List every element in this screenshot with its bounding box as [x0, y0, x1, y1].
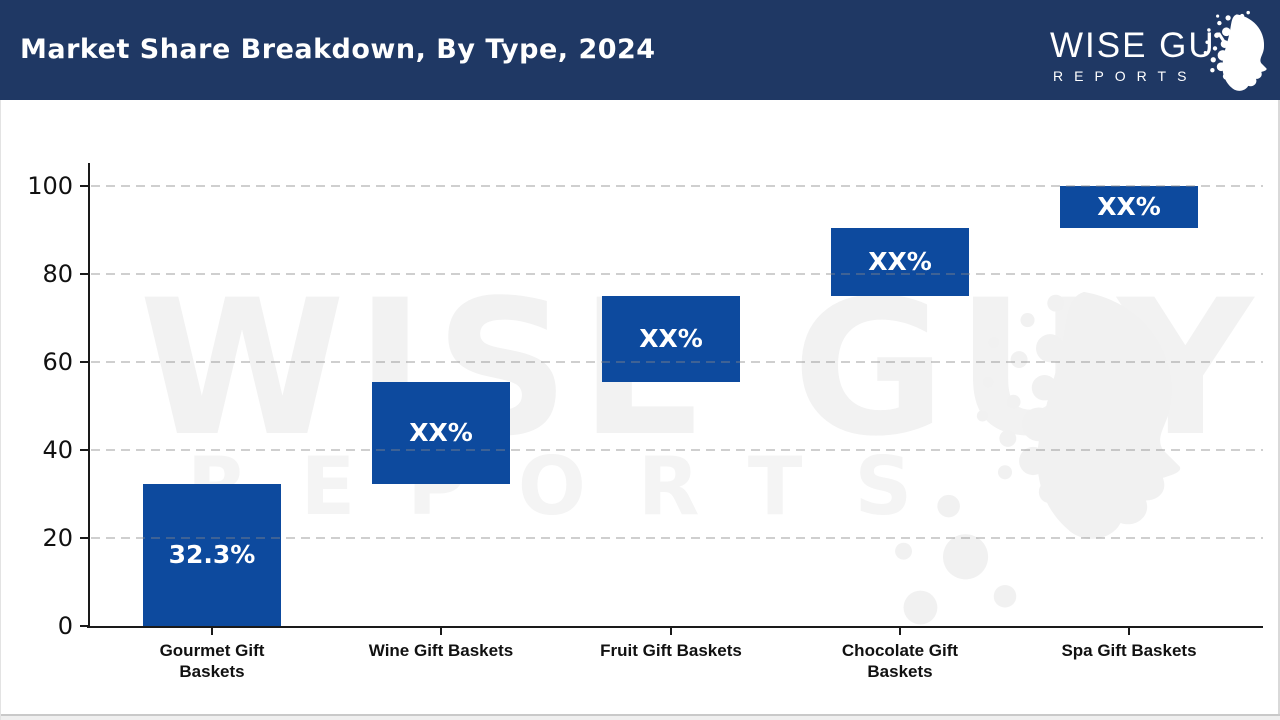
y-tick-mark: [80, 537, 88, 539]
gridline: [91, 361, 1263, 363]
watermark-face-graphic: [895, 291, 1181, 625]
logo-text: WISE GUY REPORTS: [1050, 26, 1241, 84]
y-tick-label: 100: [27, 172, 73, 200]
gridline: [91, 185, 1263, 187]
x-tick-mark: [440, 628, 442, 635]
x-category-label: Fruit Gift Baskets: [600, 641, 742, 660]
y-tick-label: 40: [42, 436, 73, 464]
bar-5: XX%: [1060, 186, 1198, 228]
watermark-subtitle: REPORTS: [187, 440, 965, 533]
gridline: [91, 537, 1263, 539]
header-bar: Market Share Breakdown, By Type, 2024 WI…: [0, 0, 1280, 100]
logo-face-icon: [1203, 10, 1267, 91]
logo-subtitle: REPORTS: [1053, 68, 1198, 84]
x-tick-mark: [1128, 628, 1130, 635]
y-tick-mark: [80, 185, 88, 187]
x-tick-mark: [899, 628, 901, 635]
page-title: Market Share Breakdown, By Type, 2024: [20, 34, 656, 65]
bar-value-label: XX%: [868, 247, 932, 277]
bar-4: XX%: [831, 227, 969, 296]
bar-1: 32.3%: [143, 483, 281, 626]
y-tick-label: 0: [57, 612, 73, 640]
x-category-label: Wine Gift Baskets: [368, 641, 514, 660]
x-tick-mark: [211, 628, 213, 635]
bar-3: XX%: [602, 296, 740, 382]
y-tick-label: 80: [42, 260, 73, 288]
bar-value-label: XX%: [1097, 192, 1161, 222]
y-tick-mark: [80, 625, 88, 627]
y-tick-mark: [80, 361, 88, 363]
figure-bottom-border: [1, 714, 1280, 716]
gridline: [91, 273, 1263, 275]
y-tick-mark: [80, 449, 88, 451]
bar-value-label: 32.3%: [168, 540, 256, 570]
bar-value-label: XX%: [639, 324, 703, 354]
logo-wordmark: WISE GUY: [1050, 26, 1242, 65]
x-tick-mark: [670, 628, 672, 635]
plot-area: WISE GUY REPORTS 0 20 40 60 80 100 32.3% Gourme…: [0, 100, 1280, 720]
wise-guy-logo: WISE GUY REPORTS: [1020, 6, 1270, 96]
x-category-label: Chocolate Gift Baskets: [841, 641, 959, 681]
y-tick-mark: [80, 273, 88, 275]
x-category-label: Gourmet Gift Baskets: [159, 641, 265, 681]
y-tick-label: 20: [42, 524, 73, 552]
y-axis-line: [88, 163, 90, 628]
bar-2: XX%: [372, 381, 510, 484]
figure-bottom-strip: [1, 716, 1280, 720]
x-axis-line: [87, 626, 1263, 628]
bar-value-label: XX%: [409, 418, 473, 448]
x-category-label: Spa Gift Baskets: [1061, 641, 1197, 660]
y-tick-label: 60: [42, 348, 73, 376]
gridline: [91, 449, 1263, 451]
